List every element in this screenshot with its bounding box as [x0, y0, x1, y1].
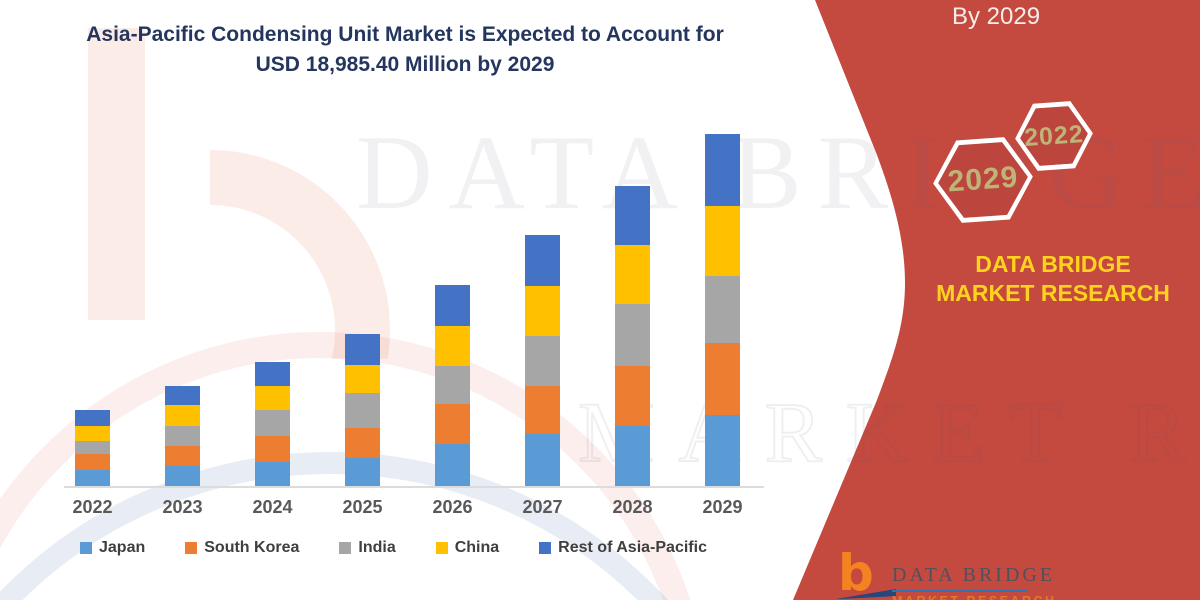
bar-segment-2024-south-korea	[255, 435, 290, 462]
bar-segment-2025-japan	[345, 457, 380, 486]
bar-segment-2022-south-korea	[75, 453, 110, 471]
bar-segment-2025-china	[345, 364, 380, 394]
legend-label: India	[358, 539, 396, 556]
bar-segment-2023-india	[165, 426, 200, 446]
bar-segment-2024-china	[255, 386, 290, 411]
bar-segment-2023-south-korea	[165, 445, 200, 466]
legend-item-china: China	[435, 539, 500, 557]
logo-company-name: DATA BRIDGE	[892, 564, 1056, 586]
bar-segment-2025-india	[345, 393, 380, 428]
legend-label: South Korea	[204, 539, 300, 556]
x-axis-label-2028: 2028	[612, 497, 653, 517]
legend-swatch-icon	[339, 542, 352, 554]
chart-legend: Japan South Korea India China Rest of Asia-P…	[80, 539, 780, 557]
bar-segment-2028-china	[615, 244, 650, 305]
bar-segment-2023-china	[165, 405, 200, 427]
bar-segment-2027-rest-of-asia-pacific	[525, 234, 560, 286]
bar-segment-2028-japan	[615, 426, 650, 486]
bar-segment-2022-rest-of-asia-pacific	[75, 409, 110, 426]
legend-label: China	[454, 539, 500, 556]
legend-item-japan: Japan	[80, 539, 145, 557]
bar-segment-2023-rest-of-asia-pacific	[165, 386, 200, 406]
x-axis-label-2022: 2022	[72, 497, 113, 517]
bar-segment-2025-south-korea	[345, 427, 380, 458]
legend-item-rest-of-asia-pacific: Rest of Asia-Pacific	[539, 539, 707, 557]
x-axis-label-2025: 2025	[342, 497, 383, 517]
bar-segment-2028-south-korea	[615, 366, 650, 427]
bar-segment-2022-china	[75, 425, 110, 442]
bar-segment-2026-rest-of-asia-pacific	[435, 285, 470, 326]
chart-title-line2: USD 18,985.40 Million by 2029	[255, 53, 555, 76]
bar-segment-2029-japan	[705, 415, 740, 486]
x-axis-label-2023: 2023	[162, 497, 203, 517]
bar-segment-2026-china	[435, 325, 470, 367]
brand-name-text: DATA BRIDGE MARKET RESEARCH	[936, 251, 1170, 306]
bar-segment-2028-rest-of-asia-pacific	[615, 185, 650, 245]
legend-swatch-icon	[80, 542, 92, 554]
bar-segment-2028-india	[615, 304, 650, 367]
legend-swatch-icon	[435, 542, 448, 554]
x-axis-label-2024: 2024	[252, 497, 293, 517]
bar-segment-2026-south-korea	[435, 404, 470, 445]
logo-swoosh-icon	[836, 589, 896, 599]
legend-item-south-korea: South Korea	[185, 539, 299, 557]
bar-segment-2027-china	[525, 285, 560, 336]
watermark-text-market-research: MARKET RESEARCH	[577, 383, 1200, 481]
bar-segment-2026-india	[435, 366, 470, 405]
bar-segment-2027-india	[525, 336, 560, 387]
bar-segment-2029-south-korea	[705, 343, 740, 416]
chart-title: Asia-Pacific Condensing Unit Market is E…	[58, 20, 752, 80]
bar-segment-2029-india	[705, 275, 740, 344]
bar-segment-2027-japan	[525, 434, 560, 486]
legend-label: Japan	[99, 539, 146, 556]
logo-tagline: MARKET RESEARCH	[892, 594, 1112, 600]
bar-segment-2022-india	[75, 441, 110, 454]
bar-segment-2025-rest-of-asia-pacific	[345, 334, 380, 365]
logo-b-glyph: b	[838, 544, 874, 600]
legend-swatch-icon	[185, 542, 198, 554]
x-axis-line	[64, 486, 764, 488]
x-axis-label-2026: 2026	[432, 497, 473, 517]
chart-title-line1: Asia-Pacific Condensing Unit Market is E…	[86, 23, 724, 46]
bar-segment-2024-india	[255, 410, 290, 436]
hexagon-forecast-year-label: 2029	[946, 160, 1020, 199]
bar-segment-2029-rest-of-asia-pacific	[705, 134, 740, 206]
legend-item-india: India	[339, 539, 396, 557]
legend-swatch-icon	[539, 542, 552, 554]
bar-segment-2029-china	[705, 205, 740, 276]
bar-segment-2024-rest-of-asia-pacific	[255, 361, 290, 387]
watermark-logo-stem	[88, 28, 145, 320]
x-axis-label-2027: 2027	[522, 497, 563, 517]
legend-label: Rest of Asia-Pacific	[558, 539, 707, 556]
bar-segment-2022-japan	[75, 470, 110, 486]
bar-segment-2026-japan	[435, 444, 470, 486]
bar-segment-2027-south-korea	[525, 386, 560, 435]
logo-underline	[892, 590, 1028, 592]
bar-segment-2023-japan	[165, 465, 200, 486]
hexagon-base-year-label: 2022	[1023, 119, 1085, 152]
x-axis-label-2029: 2029	[702, 497, 743, 517]
bar-segment-2024-japan	[255, 461, 290, 486]
by-year-label: By 2029	[952, 3, 1041, 30]
